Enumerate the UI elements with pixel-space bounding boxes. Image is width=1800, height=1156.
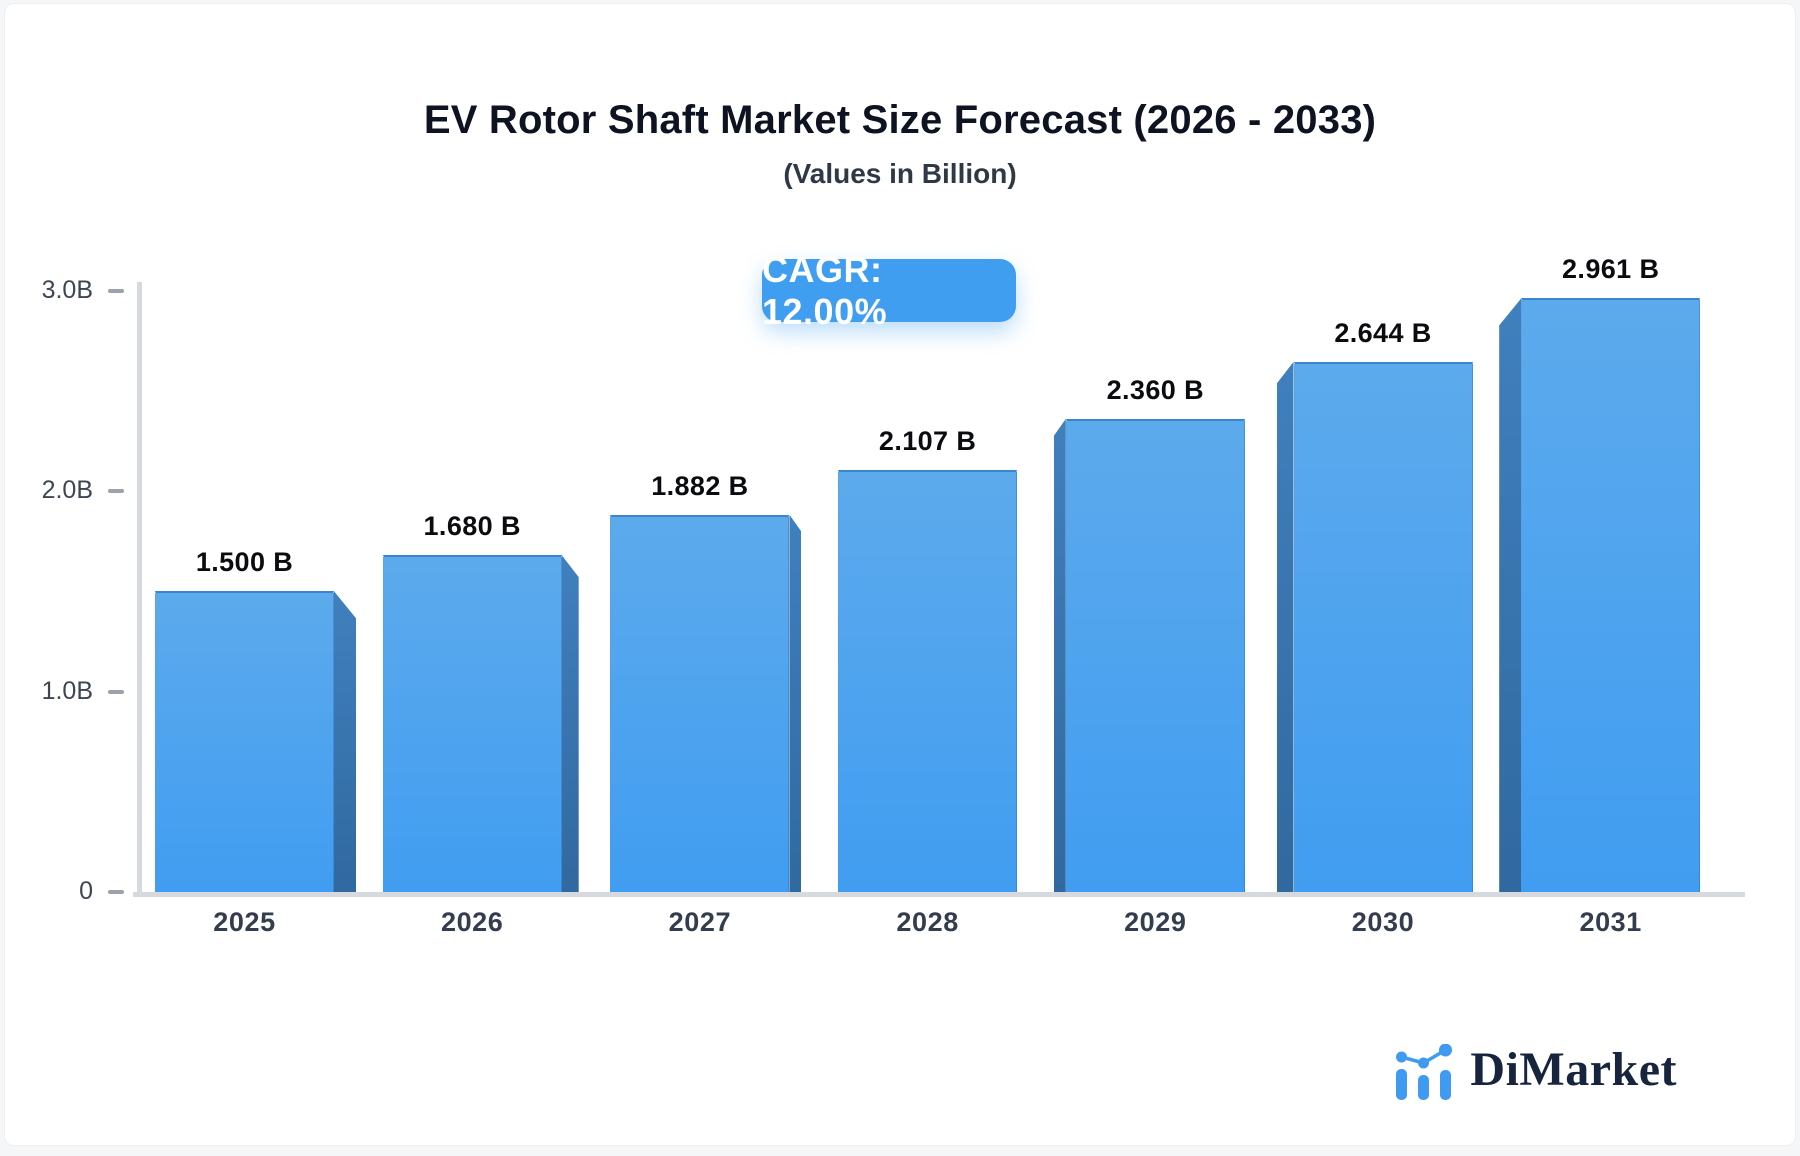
- x-axis-line: [133, 892, 1745, 897]
- bar-face: [1521, 298, 1701, 892]
- x-axis-label: 2027: [668, 907, 732, 937]
- bar-value-label: 1.680 B: [423, 511, 521, 542]
- y-tick-mark: [108, 489, 124, 493]
- brand-name: DiMarket: [1470, 1043, 1677, 1096]
- bar-face: [838, 469, 1018, 892]
- x-axis-label: 2029: [1124, 907, 1187, 937]
- bar-face: [1293, 361, 1473, 892]
- cagr-badge: CAGR: 12.00%: [762, 249, 1016, 332]
- bar-face: [1065, 418, 1245, 892]
- chart-title: EV Rotor Shaft Market Size Forecast (202…: [423, 98, 1377, 142]
- x-axis-label: 2026: [440, 907, 504, 937]
- y-tick-label: 2.0B: [41, 476, 93, 504]
- bar-value-label: 2.360 B: [1106, 374, 1204, 405]
- bar-value-label: 2.107 B: [878, 425, 977, 456]
- y-tick-label: 3.0B: [41, 275, 93, 304]
- bar-value-label: 1.500 B: [195, 547, 294, 578]
- bar-face: [155, 591, 334, 892]
- y-tick-label: 1.0B: [41, 676, 93, 705]
- y-tick-mark: [108, 689, 124, 694]
- bar-value-label: 1.882 B: [651, 470, 749, 501]
- y-axis-line: [137, 282, 142, 894]
- brand-logo: DiMarket: [1394, 1044, 1677, 1102]
- bar-3d-side: [1053, 418, 1066, 892]
- bar-face: [610, 514, 790, 892]
- y-tick-mark: [108, 890, 124, 894]
- x-axis-label: 2030: [1351, 907, 1415, 937]
- cagr-badge-label: CAGR: 12.00%: [762, 248, 888, 332]
- y-tick-mark: [108, 288, 124, 293]
- x-axis-label: 2031: [1579, 907, 1642, 937]
- bar-3d-side: [789, 514, 802, 892]
- bar-3d-side: [334, 591, 356, 892]
- bar-3d-side: [1276, 361, 1294, 892]
- y-tick-label: 0: [79, 877, 93, 905]
- chart-card: EV Rotor Shaft Market Size Forecast (202…: [4, 3, 1796, 1146]
- bar-3d-side: [1499, 298, 1522, 892]
- x-axis-label: 2025: [213, 907, 276, 937]
- x-axis-label: 2028: [896, 907, 959, 937]
- bar-face: [382, 555, 562, 892]
- bar-value-label: 2.644 B: [1334, 317, 1432, 348]
- bar-3d-side: [561, 555, 579, 892]
- chart-subtitle: (Values in Billion): [783, 158, 1017, 189]
- bar-value-label: 2.961 B: [1562, 254, 1660, 285]
- bar-line-chart-icon: [1396, 1044, 1453, 1100]
